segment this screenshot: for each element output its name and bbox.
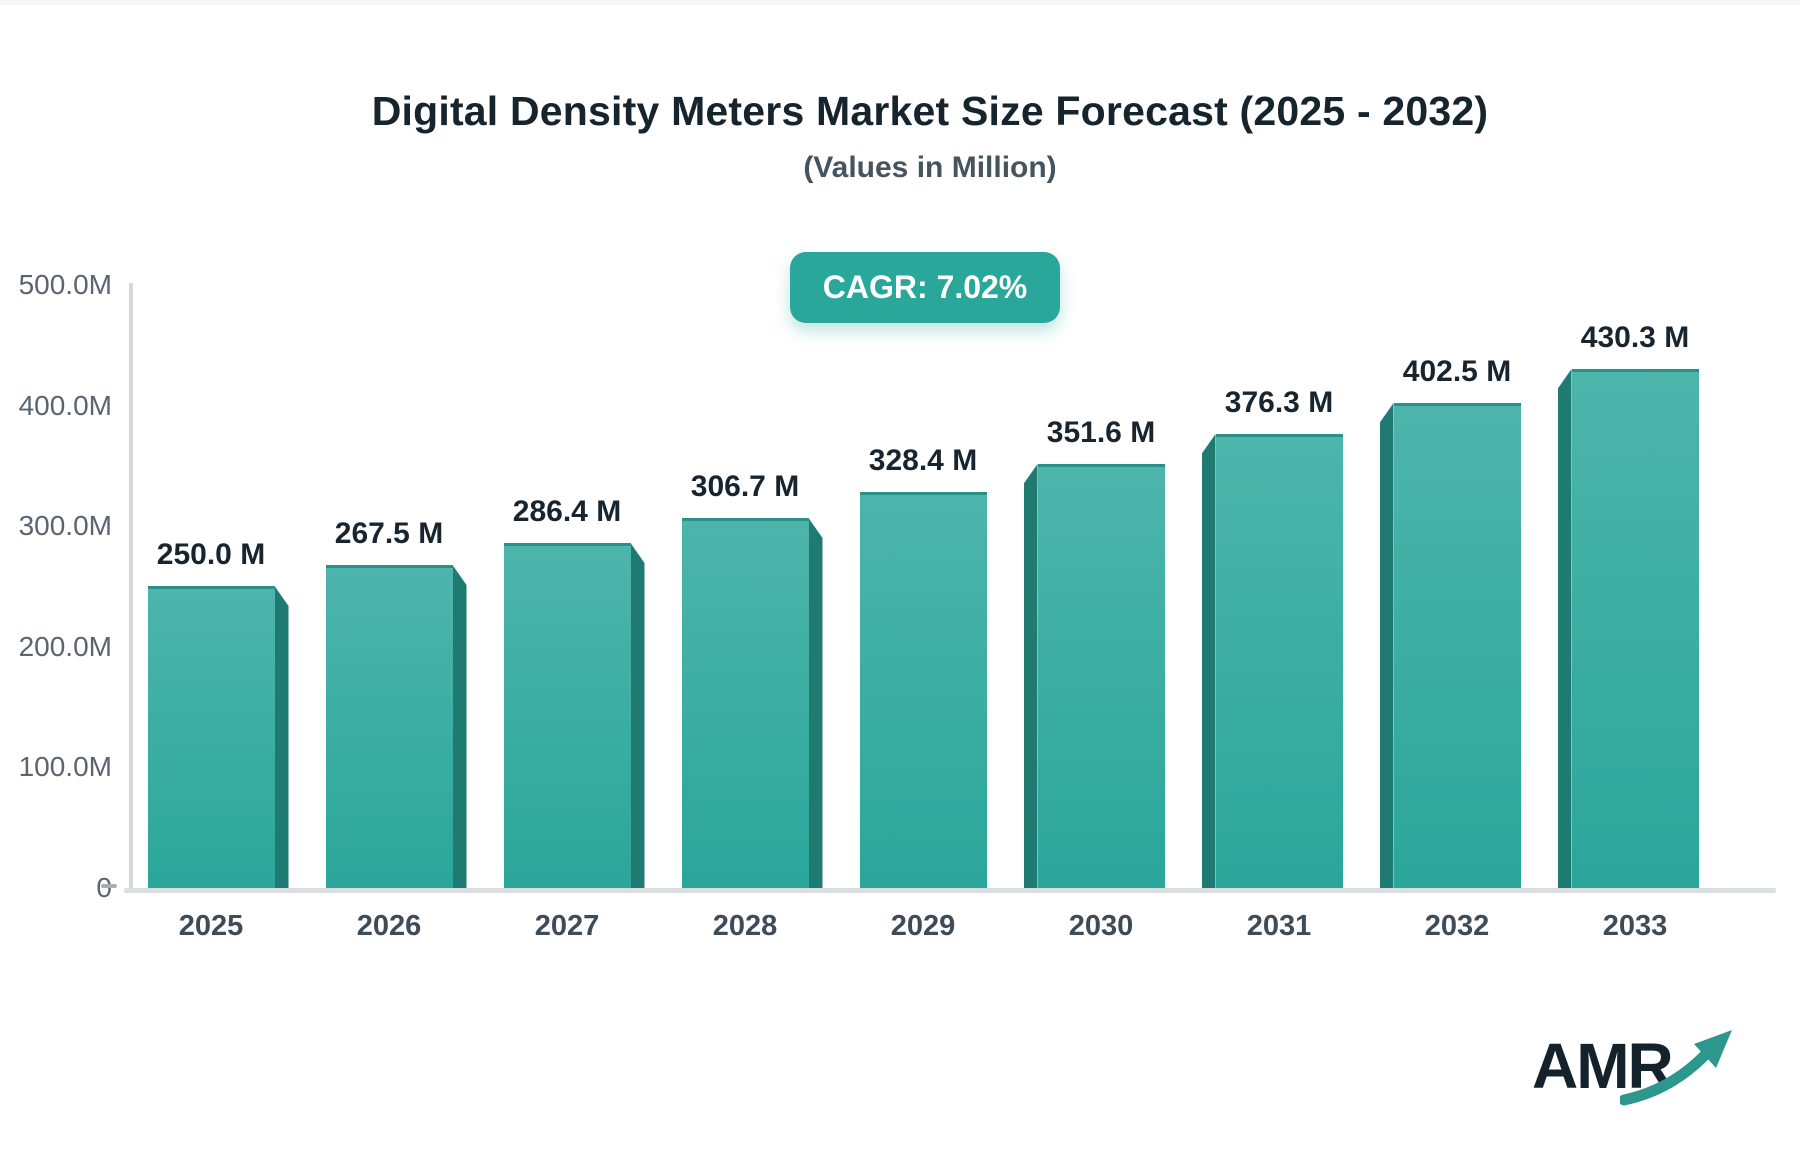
y-tick-label: 300.0M — [18, 510, 112, 542]
bar-3d-side — [274, 586, 289, 888]
bar-2025 — [147, 586, 289, 888]
bar-3d-side — [452, 565, 467, 888]
x-tick-label: 2025 — [178, 910, 244, 942]
bar-3d-side — [808, 518, 823, 888]
x-tick-label: 2027 — [534, 910, 600, 942]
amr-logo: AMR — [1532, 1028, 1752, 1118]
bar-3d-side — [1023, 464, 1038, 888]
bar-3d-side — [1557, 369, 1572, 888]
x-tick-label: 2030 — [1068, 910, 1134, 942]
bar-2032 — [1379, 403, 1521, 888]
bar-3d-side — [1379, 403, 1394, 888]
bar-face — [1393, 403, 1521, 888]
y-tick-label: 0 — [0, 872, 112, 904]
bar-2033 — [1557, 369, 1699, 888]
growth-arrow-icon — [1620, 1030, 1732, 1106]
bar-value-label: 250.0 M — [156, 538, 266, 571]
chart-header: Digital Density Meters Market Size Forec… — [30, 88, 1800, 185]
bar-2031 — [1201, 434, 1343, 888]
bar-3d-side — [630, 543, 645, 888]
bar-value-label: 328.4 M — [868, 444, 978, 477]
bar-face — [681, 518, 809, 888]
x-axis-baseline — [124, 888, 1776, 893]
bar-face — [503, 543, 631, 888]
bar-3d-side — [1201, 434, 1216, 888]
bar-value-label: 306.7 M — [690, 470, 800, 503]
chart-subtitle: (Values in Million) — [803, 151, 1057, 184]
zero-tick-dash — [101, 884, 117, 888]
chart-title: Digital Density Meters Market Size Forec… — [371, 88, 1489, 134]
y-tick-label: 400.0M — [18, 389, 112, 421]
bar-value-label: 402.5 M — [1402, 355, 1512, 388]
y-axis-line — [129, 283, 133, 893]
x-tick-label: 2026 — [356, 910, 422, 942]
bar-value-label: 267.5 M — [334, 517, 444, 550]
x-tick-label: 2033 — [1602, 910, 1668, 942]
bar-2027 — [503, 543, 645, 888]
x-tick-label: 2031 — [1246, 910, 1312, 942]
bar-face — [859, 492, 987, 888]
cagr-badge-label: CAGR: 7.02% — [822, 269, 1028, 305]
x-tick-label: 2029 — [890, 910, 956, 942]
y-tick-label: 100.0M — [18, 751, 112, 783]
x-tick-label: 2032 — [1424, 910, 1490, 942]
bar-value-label: 430.3 M — [1580, 321, 1690, 354]
y-tick-label: 500.0M — [18, 269, 112, 300]
bar-value-label: 351.6 M — [1046, 416, 1156, 449]
y-tick-label: 200.0M — [18, 630, 112, 662]
x-tick-label: 2028 — [712, 910, 778, 942]
bar-2030 — [1023, 464, 1165, 888]
bar-face — [1037, 464, 1165, 888]
bar-face — [1215, 434, 1343, 888]
bar-value-label: 286.4 M — [512, 495, 622, 528]
bar-face — [1571, 369, 1699, 888]
top-edge-strip — [0, 0, 1800, 5]
cagr-badge: CAGR: 7.02% — [790, 252, 1060, 323]
bar-value-label: 376.3 M — [1224, 386, 1334, 419]
bar-2029 — [859, 492, 987, 888]
bar-2028 — [681, 518, 823, 888]
bar-face — [147, 586, 275, 888]
bar-2026 — [325, 565, 467, 888]
bar-face — [325, 565, 453, 888]
